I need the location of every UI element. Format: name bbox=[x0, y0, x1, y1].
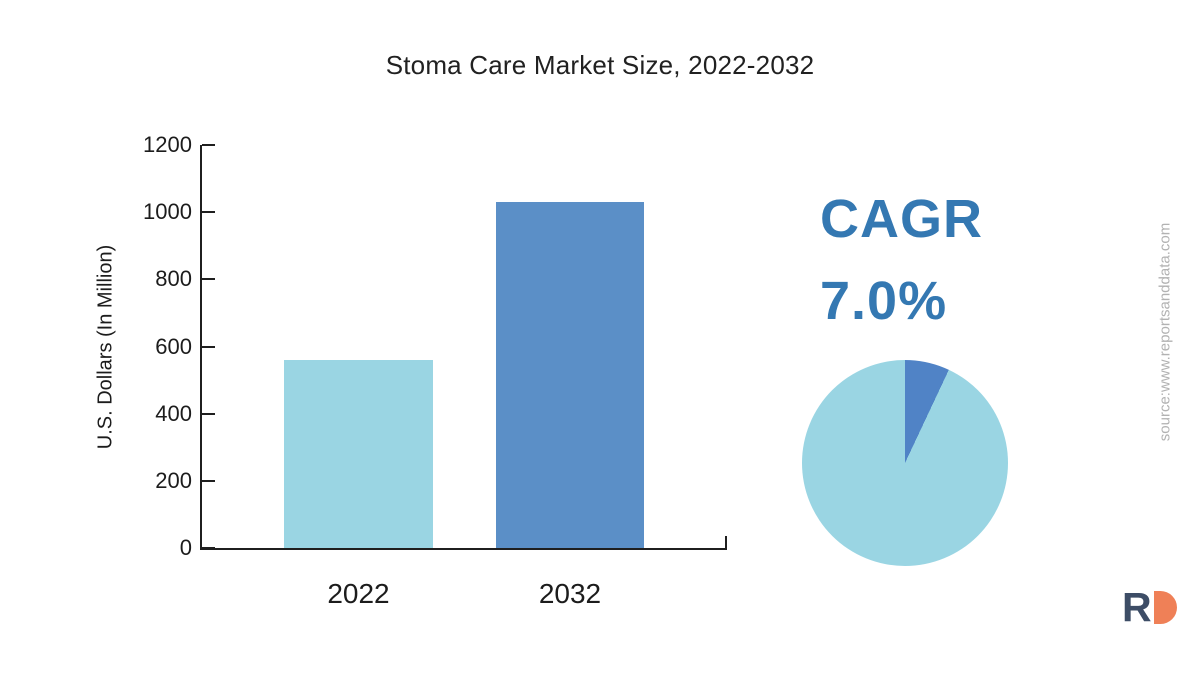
y-tick-mark bbox=[202, 211, 215, 214]
y-tick-label: 600 bbox=[155, 333, 192, 359]
pie-chart bbox=[802, 360, 1008, 566]
y-tick-mark bbox=[202, 278, 215, 281]
cagr-label: CAGR bbox=[820, 189, 983, 249]
y-tick-label: 1000 bbox=[143, 199, 192, 225]
y-tick-mark bbox=[202, 345, 215, 348]
y-tick-label: 1200 bbox=[143, 132, 192, 157]
x-axis-end-tick bbox=[725, 536, 727, 548]
y-tick-mark bbox=[202, 479, 215, 482]
chart-title: Stoma Care Market Size, 2022-2032 bbox=[385, 50, 815, 80]
bar-2022 bbox=[284, 359, 433, 548]
logo-d-shape-icon bbox=[1153, 590, 1177, 624]
y-tick-label: 200 bbox=[155, 467, 192, 493]
x-tick-label-2032: 2032 bbox=[538, 578, 602, 609]
y-tick-label: 400 bbox=[155, 400, 192, 426]
x-tick-label-2022: 2022 bbox=[327, 578, 390, 609]
reportsanddata-logo: R bbox=[1122, 584, 1177, 630]
logo-letter-r: R bbox=[1122, 584, 1152, 630]
y-tick-label: 0 bbox=[179, 535, 192, 560]
y-tick-label: 800 bbox=[155, 266, 192, 292]
y-tick-mark bbox=[202, 412, 215, 415]
bar-2032 bbox=[496, 202, 644, 548]
y-tick-mark bbox=[202, 547, 215, 549]
y-tick-mark bbox=[202, 144, 215, 146]
cagr-value: 7.0% bbox=[820, 271, 948, 331]
y-axis-title: U.S. Dollars (In Million) bbox=[94, 244, 117, 450]
bar-chart-plot: 0 200 400 600 800 1000 1200 2022 bbox=[143, 132, 727, 609]
cagr-callout: CAGR 7.0% bbox=[820, 178, 983, 342]
source-watermark: source:www.reportsanddata.com bbox=[1156, 222, 1174, 442]
